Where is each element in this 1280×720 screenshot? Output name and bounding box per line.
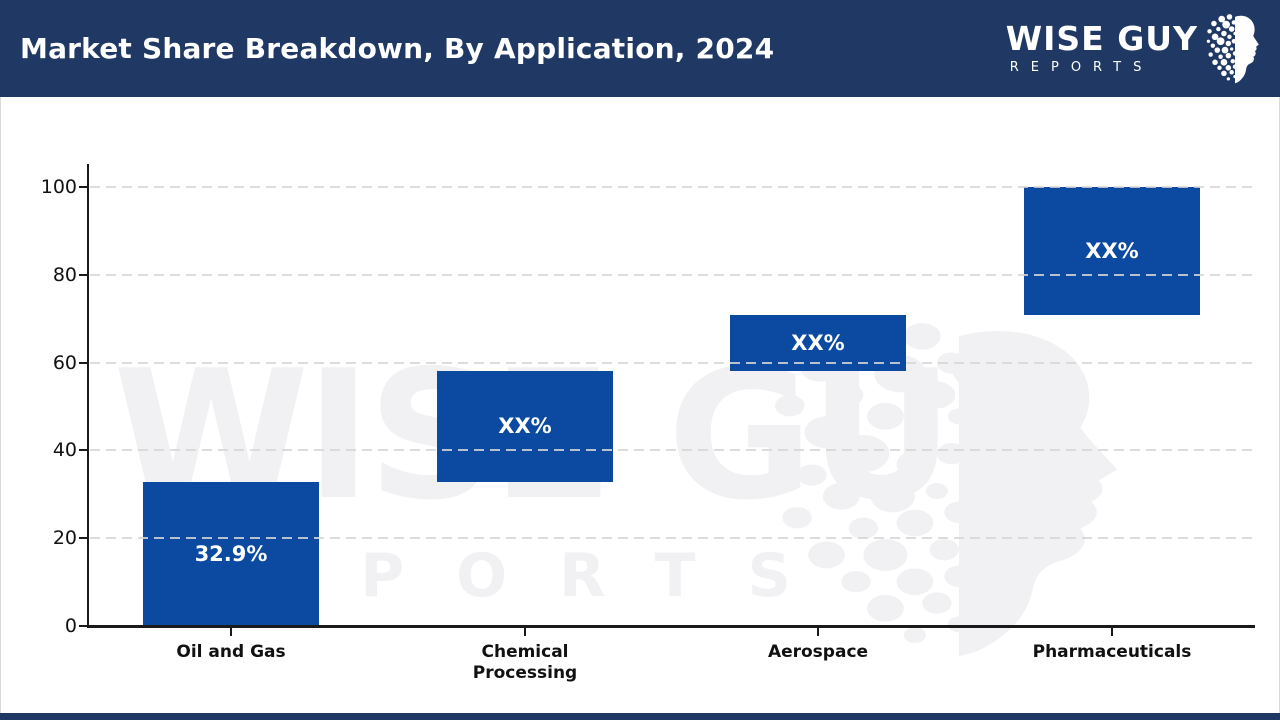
bar-1	[143, 481, 319, 626]
bar-2	[437, 370, 613, 482]
chart-title: Market Share Breakdown, By Application, …	[20, 32, 775, 65]
wiseguy-logo: WISE GUY REPORTS	[1006, 9, 1266, 89]
logo-wordmark: WISE GUY	[1005, 19, 1198, 58]
logo-face-icon	[1204, 9, 1266, 89]
logo-subtitle: REPORTS	[1009, 60, 1154, 75]
bar-4	[1024, 187, 1200, 315]
footer-bar	[0, 713, 1280, 720]
bar-3	[730, 314, 906, 371]
bars-layer	[1, 97, 1279, 713]
chart-body: WISE GUY REPORTS 32.9% XX% XX% XX% 0 20 40 60 8…	[0, 97, 1280, 713]
header: Market Share Breakdown, By Application, …	[0, 0, 1280, 97]
logo-text: WISE GUY REPORTS	[1006, 22, 1198, 75]
